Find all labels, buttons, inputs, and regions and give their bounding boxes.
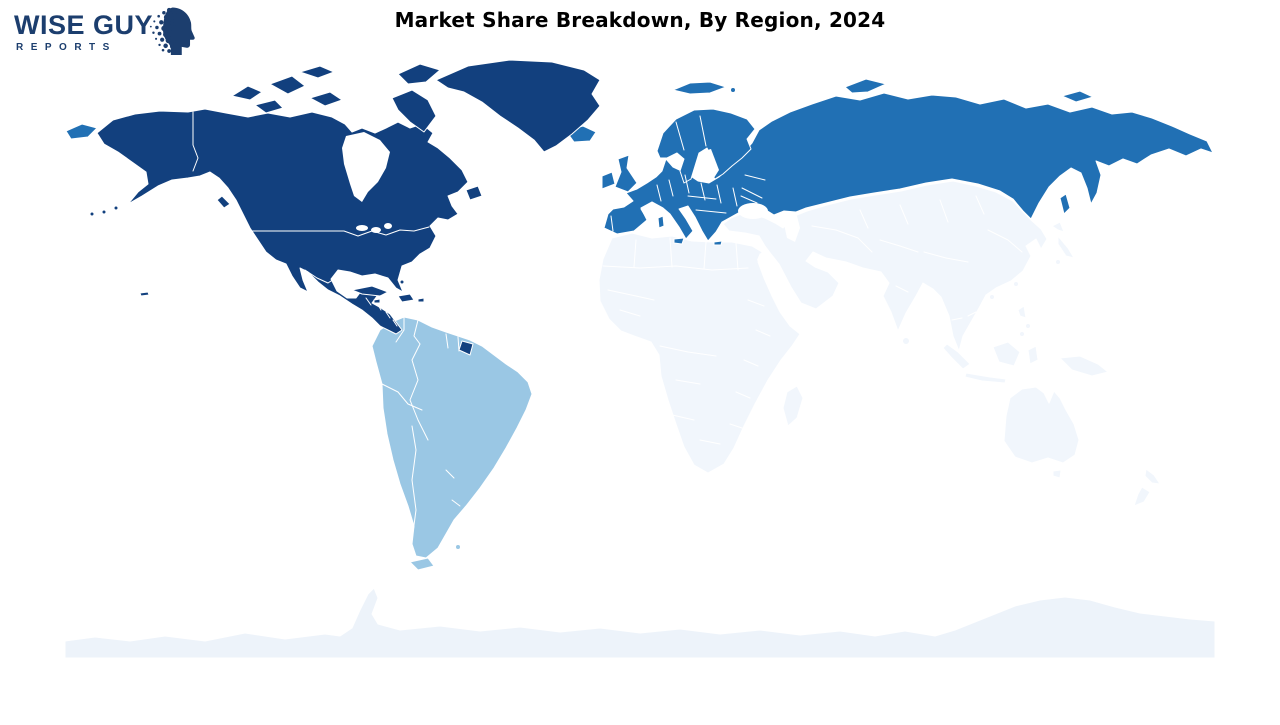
- wise-guy-head-icon: [149, 7, 195, 55]
- greenland-shape: [435, 59, 601, 153]
- chart-title: Market Share Breakdown, By Region, 2024: [394, 8, 886, 32]
- bahamas-shape: [394, 276, 398, 280]
- brand-subtitle: REPORTS: [16, 41, 117, 53]
- region-south-america: [371, 316, 533, 571]
- asia-shape: [722, 180, 1048, 352]
- great-lake-3: [384, 223, 392, 229]
- puerto-rico-shape: [417, 297, 425, 303]
- central-america-borders: [365, 297, 398, 327]
- tierra-del-fuego-shape: [409, 557, 435, 571]
- hawaii-shape: [139, 291, 150, 297]
- philippines-shape: [1017, 305, 1027, 319]
- ireland-shape: [601, 171, 616, 190]
- java-shape: [964, 372, 1007, 384]
- vancouver-island-shape: [216, 195, 231, 209]
- australia-shape: [1003, 386, 1080, 464]
- newfoundland-shape: [465, 185, 483, 201]
- south-america-country-borders: [381, 316, 461, 541]
- svalbard-shape: [672, 81, 727, 95]
- new-zealand-north-shape: [1144, 468, 1161, 485]
- japan-hokkaido-shape: [1051, 221, 1065, 233]
- arctic-island-2: [269, 75, 306, 95]
- taiwan-shape: [1014, 282, 1018, 286]
- great-britain-shape: [614, 154, 638, 193]
- crete-greece-islands-shape: [713, 240, 723, 246]
- arctic-island-3: [309, 91, 343, 107]
- south-america-shape: [371, 316, 533, 559]
- usa-mexico-border: [304, 269, 338, 284]
- new-zealand-south-shape: [1133, 486, 1151, 507]
- new-guinea-shape: [1059, 355, 1109, 377]
- great-lake-1: [356, 225, 368, 231]
- europe-sea-holes: [698, 149, 800, 242]
- antarctica-shape: [64, 587, 1216, 659]
- sakhalin-shape: [1059, 193, 1071, 215]
- north-america-country-borders: [192, 111, 430, 327]
- sicily-shape: [673, 237, 685, 245]
- chukotka-wrapped-shape: [65, 123, 98, 140]
- brand-name: WISE GUY: [14, 9, 154, 40]
- victoria-island-shape: [254, 99, 284, 114]
- aleutian-islands: [114, 206, 118, 210]
- brand-logo: WISE GUY REPORTS: [14, 6, 197, 58]
- cuba-shape: [351, 285, 389, 297]
- hainan-shape: [990, 295, 994, 299]
- hispaniola-shape: [397, 293, 415, 303]
- sardinia-shape: [657, 215, 665, 229]
- region-north-america: [90, 59, 601, 356]
- hudson-bay: [342, 132, 390, 202]
- borneo-shape: [992, 341, 1021, 367]
- alaska-canada-border: [192, 111, 199, 172]
- tasmania-shape: [1052, 469, 1062, 479]
- novaya-zemlya-shape: [844, 78, 887, 94]
- sri-lanka-shape: [903, 338, 909, 344]
- new-siberian-islands-shape: [1061, 90, 1094, 103]
- usa-canada-border: [228, 226, 430, 237]
- rest-of-world-country-borders: [602, 195, 1023, 445]
- ellesmere-island-shape: [397, 63, 441, 85]
- arctic-island-4: [299, 65, 335, 79]
- caspian-sea: [784, 213, 800, 242]
- baltic-sea: [698, 149, 719, 181]
- red-sea: [757, 253, 800, 312]
- french-guiana-shape: [458, 340, 474, 356]
- region-rest-of-world: [598, 180, 1161, 507]
- black-sea: [738, 203, 768, 219]
- madagascar-shape: [782, 385, 804, 427]
- jamaica-shape: [373, 298, 381, 304]
- region-antarctica: [64, 587, 1216, 659]
- japan-honshu-shape: [1057, 235, 1075, 259]
- europe-country-borders: [610, 115, 766, 232]
- africa-shape: [598, 232, 801, 474]
- baffin-island-shape: [391, 89, 437, 133]
- arctic-island-1: [231, 85, 263, 101]
- sulawesi-shape: [1027, 345, 1039, 365]
- sumatra-shape: [942, 343, 971, 370]
- falklands-shape: [456, 545, 460, 549]
